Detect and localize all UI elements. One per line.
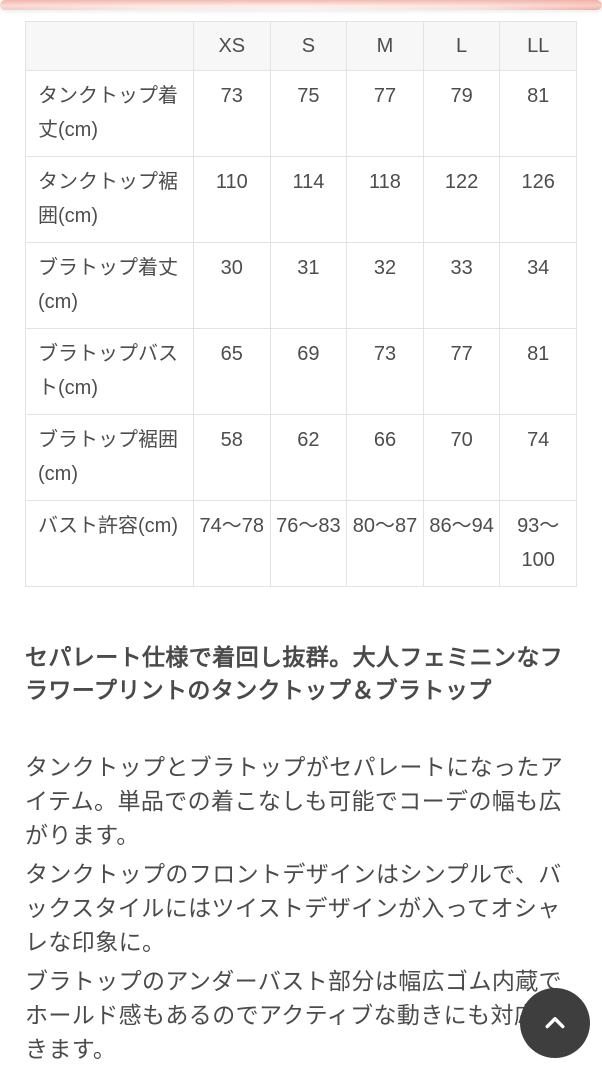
size-value-cell: 81 (499, 328, 577, 415)
description-heading: セパレート仕様で着回し抜群。大人フェミニンなフラワープリントのタンクトップ＆ブラ… (25, 644, 564, 703)
size-table: XS S M L LL タンクトップ着丈(cm) 73 75 77 79 81 … (25, 21, 577, 587)
size-col-header-s: S (269, 21, 348, 71)
size-col-header-ll: LL (499, 21, 577, 71)
size-value-cell: 65 (193, 328, 271, 415)
size-value-cell: 86〜94 (422, 500, 501, 587)
size-value-cell: 32 (346, 242, 424, 329)
table-row: ブラトップ着丈(cm) 30 31 32 33 34 (25, 242, 577, 329)
size-value-cell: 69 (269, 328, 348, 415)
size-value-cell: 74 (499, 414, 577, 501)
size-value-cell: 75 (269, 70, 348, 157)
row-label: バスト許容(cm) (25, 500, 194, 587)
size-value-cell: 79 (422, 70, 501, 157)
size-col-header-xs: XS (193, 21, 271, 71)
size-value-cell: 114 (269, 156, 348, 243)
table-row: ブラトップ裾囲(cm) 58 62 66 70 74 (25, 414, 577, 501)
row-label: ブラトップバスト(cm) (25, 328, 194, 415)
table-row: ブラトップバスト(cm) 65 69 73 77 81 (25, 328, 577, 415)
row-label: ブラトップ着丈(cm) (25, 242, 194, 329)
size-table-corner-cell (25, 21, 194, 71)
size-value-cell: 34 (499, 242, 577, 329)
size-value-cell: 33 (422, 242, 501, 329)
size-value-cell: 73 (193, 70, 271, 157)
description-paragraph: タンクトップとブラトップがセパレートになったアイテム。単品での着こなしも可能でコ… (25, 754, 564, 848)
description-paragraph: ブラトップのアンダーバスト部分は幅広ゴム内蔵でホールド感もあるのでアクティブな動… (25, 968, 563, 1062)
banner-image-bottom-edge (0, 0, 602, 10)
size-col-header-l: L (422, 21, 501, 71)
size-value-cell: 122 (422, 156, 501, 243)
row-label: タンクトップ着丈(cm) (25, 70, 194, 157)
size-value-cell: 76〜83 (269, 500, 348, 587)
size-value-cell: 31 (269, 242, 348, 329)
size-value-cell: 73 (346, 328, 424, 415)
description-paragraph: タンクトップのフロントデザインはシンプルで、バックスタイルにはツイストデザインが… (25, 861, 562, 955)
table-row: バスト許容(cm) 74〜78 76〜83 80〜87 86〜94 93〜100 (25, 500, 577, 587)
size-value-cell: 74〜78 (193, 500, 271, 587)
size-value-cell: 118 (346, 156, 424, 243)
size-value-cell: 70 (422, 414, 501, 501)
size-value-cell: 66 (346, 414, 424, 501)
row-label: ブラトップ裾囲(cm) (25, 414, 194, 501)
scroll-to-top-button[interactable] (520, 988, 590, 1058)
size-value-cell: 81 (499, 70, 577, 157)
size-col-header-m: M (346, 21, 424, 71)
size-value-cell: 30 (193, 242, 271, 329)
size-value-cell: 126 (499, 156, 577, 243)
size-value-cell: 93〜100 (499, 500, 577, 587)
table-row: タンクトップ着丈(cm) 73 75 77 79 81 (25, 70, 577, 157)
product-description: セパレート仕様で着回し抜群。大人フェミニンなフラワープリントのタンクトップ＆ブラ… (25, 641, 577, 1071)
size-value-cell: 77 (346, 70, 424, 157)
size-value-cell: 62 (269, 414, 348, 501)
size-table-header-row: XS S M L LL (25, 21, 577, 71)
chevron-up-icon (545, 1017, 565, 1029)
size-value-cell: 77 (422, 328, 501, 415)
size-value-cell: 80〜87 (346, 500, 424, 587)
table-row: タンクトップ裾囲(cm) 110 114 118 122 126 (25, 156, 577, 243)
size-value-cell: 110 (193, 156, 271, 243)
row-label: タンクトップ裾囲(cm) (25, 156, 194, 243)
size-value-cell: 58 (193, 414, 271, 501)
